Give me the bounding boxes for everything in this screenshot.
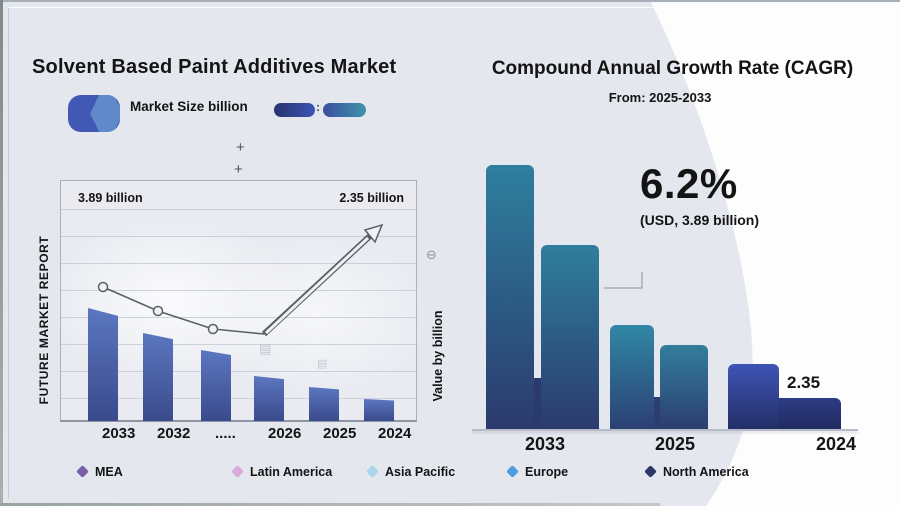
- left-bar-2025: [309, 387, 339, 421]
- diamond-marker-icon: [506, 465, 519, 478]
- gridline: [61, 236, 416, 237]
- legend-label: Asia Pacific: [385, 465, 456, 479]
- left-x-axis-labels: 2033 2032..... 2026 2025 2024: [102, 425, 412, 442]
- legend-label: MEA: [95, 465, 123, 479]
- document-watermark-icon: ▤: [317, 358, 328, 370]
- right-bar-merge: [534, 378, 541, 430]
- gradient-pill-teal: [323, 103, 366, 117]
- diamond-marker-icon: [644, 465, 657, 478]
- diamond-marker-icon: [366, 465, 379, 478]
- gridline: [61, 290, 416, 291]
- left-bar-2024: [364, 399, 394, 421]
- plus-icon: +: [234, 161, 243, 178]
- frame-bottom-edge: [0, 503, 660, 506]
- left-bar-.....: [201, 350, 231, 421]
- cagr-value: 6.2%: [640, 160, 738, 207]
- right-x-axis-line: [472, 429, 858, 431]
- gridline: [61, 398, 416, 399]
- gridline: [61, 209, 416, 210]
- left-chart-title: Solvent Based Paint Additives Market: [32, 56, 397, 78]
- gridline: [61, 344, 416, 345]
- market-size-icon: [68, 95, 120, 132]
- legend-label: North America: [663, 465, 749, 479]
- frame-top-edge: [0, 0, 900, 2]
- gridline: [61, 317, 416, 318]
- legend-label: Europe: [525, 465, 569, 479]
- plus-icon: +: [236, 139, 245, 156]
- right-chart-title: Compound Annual Growth Rate (CAGR): [491, 58, 854, 79]
- legend: MEA Latin America Asia Pacific Europe North …: [0, 463, 900, 487]
- frame-left-edge: [0, 0, 3, 506]
- left-bars: [61, 181, 416, 421]
- gridline: [61, 371, 416, 372]
- right-bar-primary-2033: [486, 165, 534, 430]
- right-bar-secondary-2024: [779, 398, 841, 430]
- market-size-label: Market Size billion: [130, 99, 248, 114]
- trend-line-and-arrow: [97, 223, 384, 337]
- left-bar-2026: [254, 376, 284, 421]
- right-bar-secondary-2025: [660, 345, 708, 430]
- corner-line-decoration: [604, 272, 643, 289]
- right-bar-merge: [654, 397, 660, 430]
- diamond-marker-icon: [76, 465, 89, 478]
- value-axis-label: Value by billion: [431, 310, 445, 402]
- right-bar-secondary-2033: [541, 245, 599, 430]
- document-watermark-icon: ▤: [259, 341, 272, 356]
- legend-label: Latin America: [250, 465, 333, 479]
- right-chart-subtitle: From: 2025-2033: [608, 90, 712, 105]
- right-bars: [486, 165, 841, 430]
- right-bar-primary-2024: [728, 364, 779, 430]
- left-bar-2033: [88, 308, 118, 421]
- frame-inner-line: [8, 7, 658, 499]
- diamond-marker-icon: [231, 465, 244, 478]
- gradient-pill-navy: [274, 103, 315, 117]
- annotation-start-value: 3.89 billion: [78, 191, 143, 205]
- left-chart-plot-area: 3.89 billion 2.35 billion ▤ ▤: [46, 180, 431, 422]
- decorative-blob: [201, 236, 431, 396]
- circle-minus-icon: ⊖: [426, 247, 437, 262]
- right-bar-primary-2025: [610, 325, 654, 430]
- bar-data-label: 2.35: [787, 373, 821, 392]
- pill-separator: :: [316, 100, 320, 114]
- cagr-note: (USD, 3.89 billion): [640, 212, 760, 228]
- left-bar-2032: [143, 333, 173, 421]
- annotation-end-value: 2.35 billion: [339, 191, 404, 205]
- gridline: [61, 263, 416, 264]
